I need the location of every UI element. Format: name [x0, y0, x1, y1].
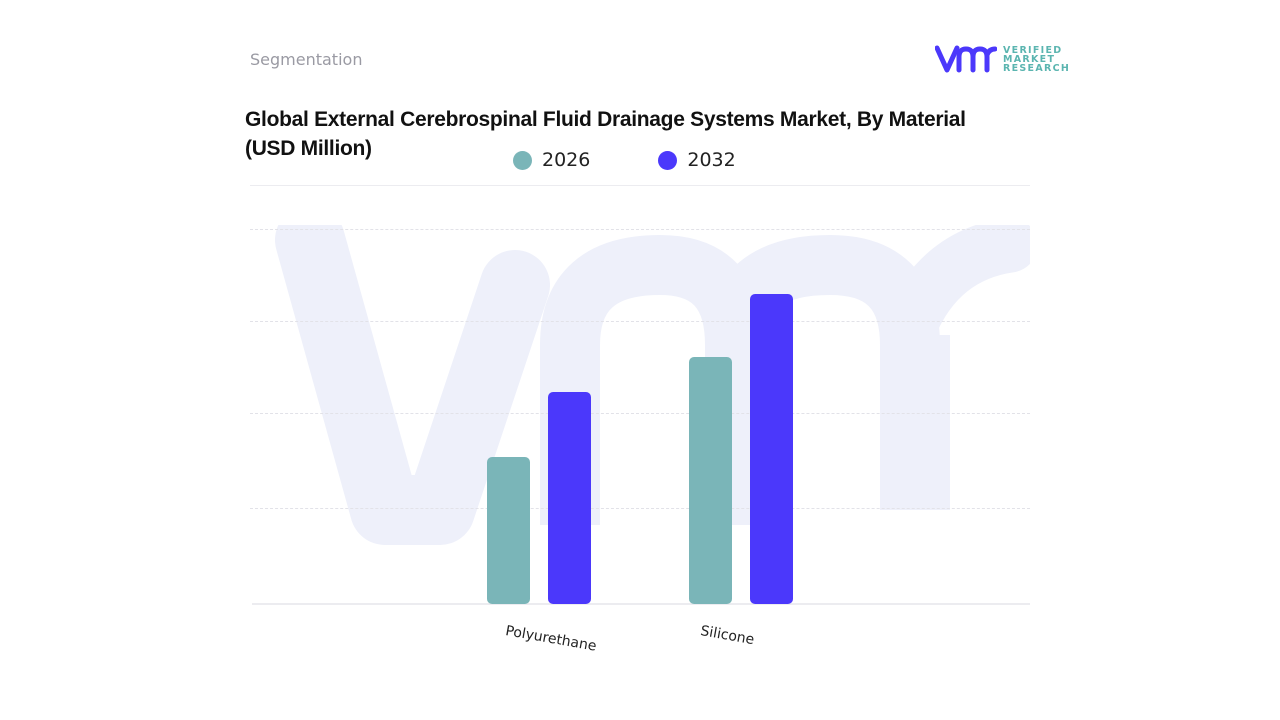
- gridline: [250, 321, 1030, 322]
- bar-silicone-2032: [750, 294, 793, 604]
- x-tick-label-polyurethane: Polyurethane: [504, 623, 598, 655]
- brand-logo: VERIFIED MARKET RESEARCH: [935, 44, 1070, 74]
- chart-top-border: [250, 185, 1030, 186]
- legend-dot-2032-icon: [658, 150, 678, 170]
- section-label: Segmentation: [250, 50, 363, 69]
- legend-label: 2032: [687, 149, 736, 171]
- x-tick-label-silicone: Silicone: [699, 623, 756, 649]
- vmr-logo-icon: [935, 45, 997, 73]
- legend-label: 2026: [542, 149, 591, 171]
- gridline: [250, 508, 1030, 509]
- gridline: [250, 229, 1030, 230]
- x-axis-baseline: [252, 603, 1030, 605]
- gridline: [250, 413, 1030, 414]
- chart-legend: 2026 2032: [513, 149, 804, 171]
- bar-silicone-2026: [689, 357, 732, 604]
- bar-polyurethane-2026: [487, 457, 530, 604]
- legend-item-2026: 2026: [513, 149, 590, 171]
- chart-title: Global External Cerebrospinal Fluid Drai…: [245, 108, 966, 160]
- legend-item-2032: 2032: [658, 149, 736, 171]
- legend-dot-2026-icon: [513, 150, 532, 170]
- vmr-watermark-icon: [275, 225, 1030, 545]
- plot-area: Polyurethane Silicone: [250, 185, 1030, 655]
- bar-polyurethane-2032: [548, 392, 591, 604]
- logo-wordmark: VERIFIED MARKET RESEARCH: [1003, 44, 1071, 74]
